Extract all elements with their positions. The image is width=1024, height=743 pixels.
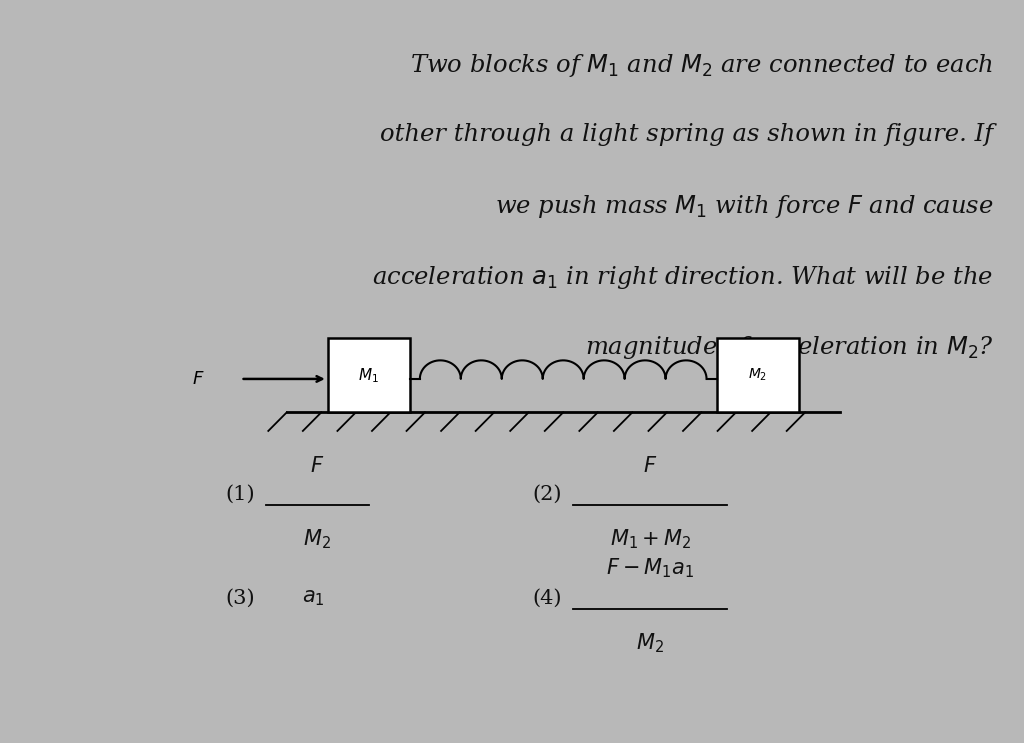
Text: magnitude of acceleration in $M_2$?: magnitude of acceleration in $M_2$?	[585, 334, 993, 361]
Text: $F$: $F$	[193, 370, 205, 388]
Bar	[328, 338, 410, 412]
Text: $F$: $F$	[310, 455, 325, 476]
Text: (4): (4)	[532, 588, 562, 608]
Text: we push mass $M_1$ with force $F$ and cause: we push mass $M_1$ with force $F$ and ca…	[495, 193, 993, 220]
Text: (2): (2)	[532, 484, 562, 504]
Text: $M_2$: $M_2$	[303, 528, 332, 551]
Bar	[717, 338, 799, 412]
Text: acceleration $a_1$ in right direction. What will be the: acceleration $a_1$ in right direction. W…	[373, 264, 993, 291]
Text: other through a light spring as shown in figure. If: other through a light spring as shown in…	[380, 123, 993, 146]
Text: $M_2$: $M_2$	[636, 632, 665, 655]
Text: $F$: $F$	[643, 455, 657, 476]
Text: (1): (1)	[225, 484, 255, 504]
Text: $M_1$: $M_1$	[358, 366, 379, 385]
Text: $M_2$: $M_2$	[749, 367, 767, 383]
Text: $F-M_1a_1$: $F-M_1a_1$	[606, 556, 694, 580]
Text: Two blocks of $M_1$ and $M_2$ are connected to each: Two blocks of $M_1$ and $M_2$ are connec…	[411, 52, 993, 79]
Text: (3): (3)	[225, 588, 255, 608]
Text: $a_1$: $a_1$	[302, 588, 325, 608]
Text: $M_1+M_2$: $M_1+M_2$	[609, 528, 691, 551]
